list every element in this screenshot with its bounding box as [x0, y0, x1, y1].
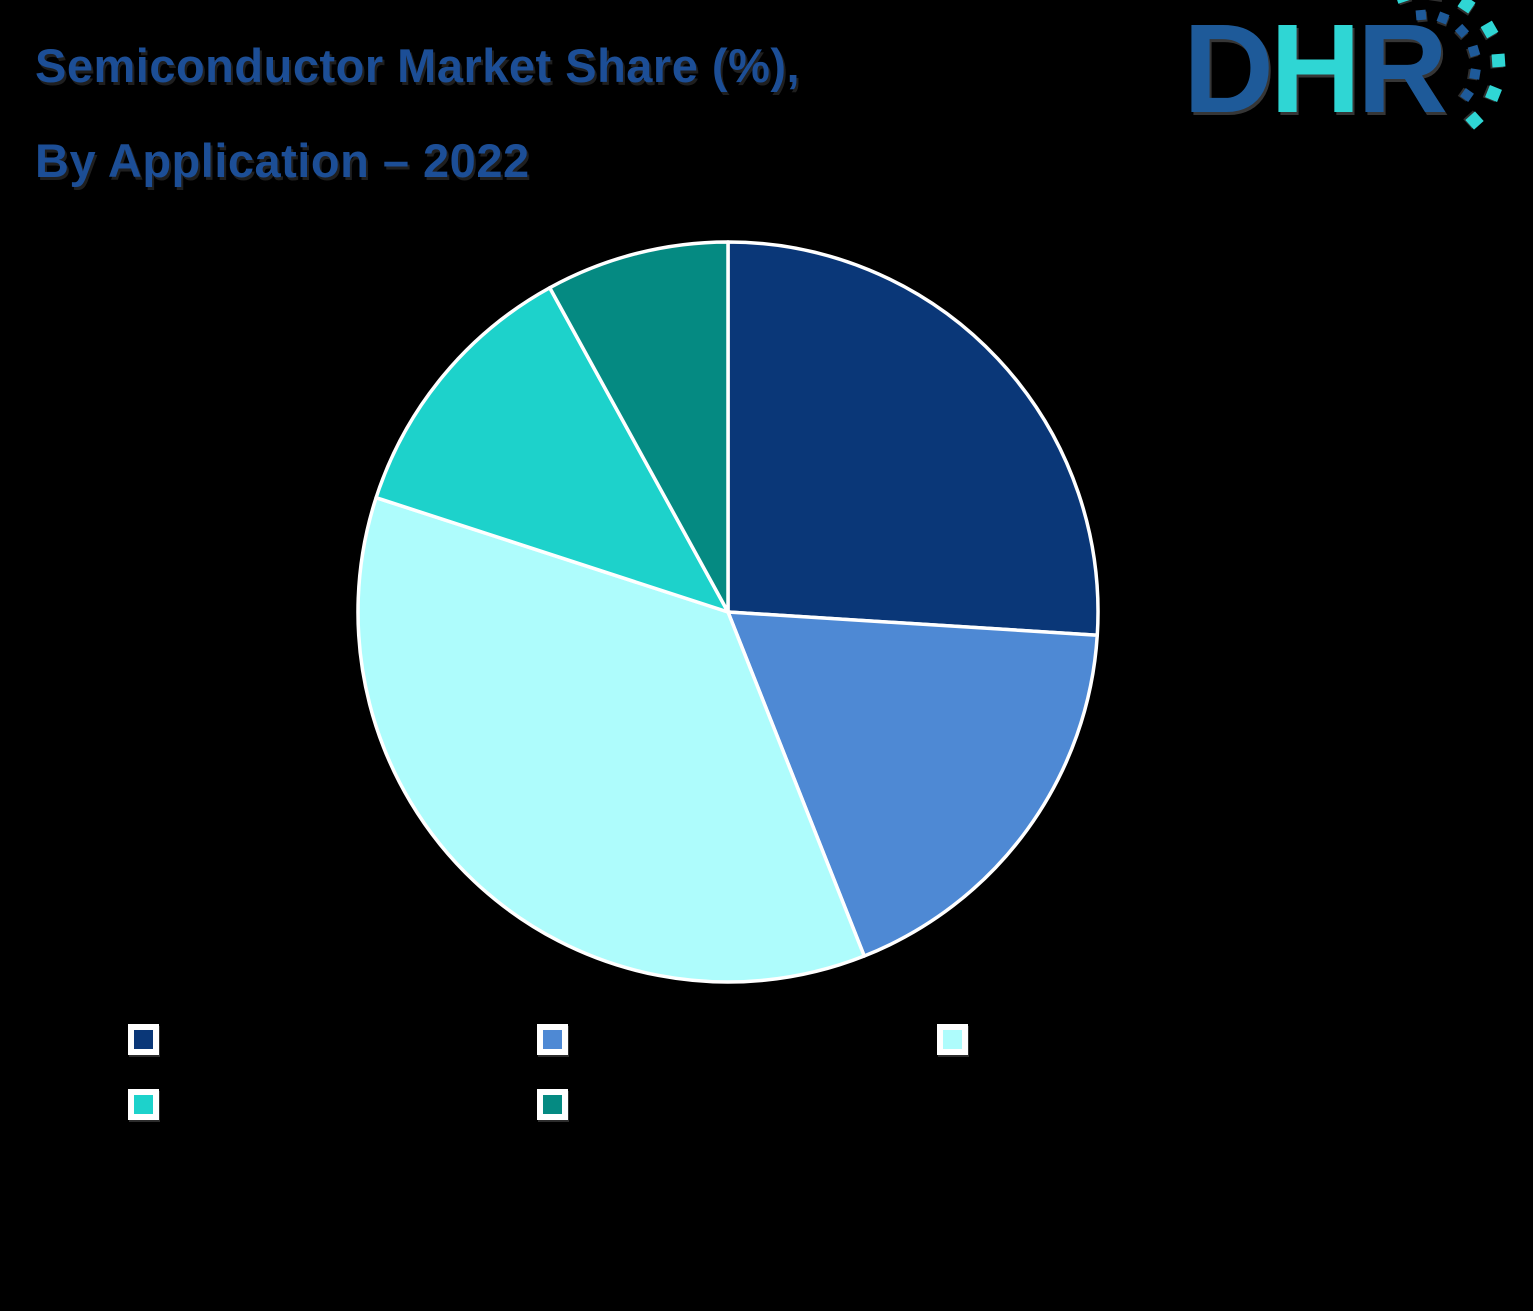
logo-dot-icon	[1393, 0, 1411, 4]
logo-dot-icon	[1469, 68, 1482, 80]
pie-slice-turquoise	[374, 286, 730, 614]
chart-title: Semiconductor Market Share (%), By Appli…	[35, 18, 800, 208]
logo-letter-r: R	[1357, 0, 1448, 139]
logo-dot-icon	[1436, 11, 1450, 25]
legend-swatch-icon	[134, 1030, 153, 1049]
logo-dot-icon	[1457, 0, 1476, 14]
logo-dot-icon	[1485, 85, 1503, 103]
chart-title-line2: By Application – 2022	[35, 134, 530, 187]
logo-dots-arc-icon	[1330, 0, 1530, 160]
pie-slice-pale-cyan	[356, 495, 866, 984]
pie-slice-medium-blue	[726, 610, 1100, 958]
logo-letter-h: H	[1270, 0, 1361, 139]
pie-slice-dark-teal	[548, 240, 730, 614]
legend-item-pale-cyan	[937, 1024, 968, 1055]
legend-swatch-icon	[943, 1030, 962, 1049]
legend-swatch-icon	[543, 1095, 562, 1114]
legend-item-navy	[128, 1024, 159, 1055]
logo-letters: DHR	[1183, 6, 1448, 132]
legend-item-medium-blue	[537, 1024, 568, 1055]
chart-title-line1: Semiconductor Market Share (%),	[35, 39, 801, 92]
legend-swatch-icon	[543, 1030, 562, 1049]
logo-letter-d: D	[1183, 0, 1274, 139]
legend-item-turquoise	[128, 1089, 159, 1120]
logo-dot-icon	[1459, 88, 1474, 103]
dhr-logo: DHR	[1183, 0, 1513, 156]
logo-dot-icon	[1415, 9, 1426, 21]
legend-item-dark-teal	[537, 1089, 568, 1120]
logo-dot-icon	[1467, 44, 1481, 58]
logo-dot-icon	[1480, 20, 1498, 38]
pie-slice-navy	[726, 240, 1100, 637]
logo-dot-icon	[1455, 24, 1470, 39]
pie-chart	[356, 240, 1100, 984]
legend-swatch-icon	[134, 1095, 153, 1114]
logo-dot-icon	[1465, 111, 1484, 131]
logo-dot-icon	[1491, 53, 1506, 68]
